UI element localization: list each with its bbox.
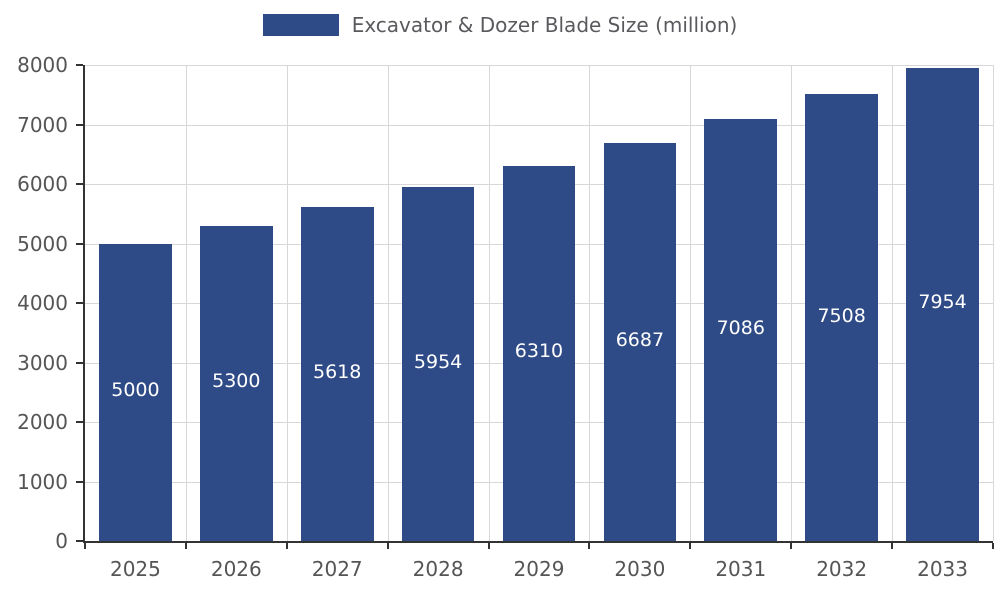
bar <box>200 225 273 541</box>
v-gridline <box>488 65 490 541</box>
legend-swatch <box>262 14 339 36</box>
x-axis-line <box>83 541 993 543</box>
x-tick-mark <box>992 543 994 549</box>
x-axis-tick-label: 2025 <box>109 557 161 581</box>
x-tick-mark <box>386 543 389 549</box>
bar-value-label: 5954 <box>413 350 463 373</box>
x-axis-tick-label: 2030 <box>614 557 666 581</box>
plot-area: 0 1000 2000 3000 4000 5000 6000 7000 8000 5000 202… <box>17 53 994 581</box>
y-tick-mark <box>76 183 83 185</box>
y-axis-tick-label: 7000 <box>17 112 68 137</box>
bar-value-label: 6310 <box>514 340 564 363</box>
y-tick-mark <box>76 242 83 245</box>
x-axis-tick-label: 2032 <box>816 557 868 581</box>
bar <box>603 143 677 541</box>
y-axis-tick-label: 2000 <box>17 410 68 434</box>
y-axis-tick-label: 0 <box>55 529 68 553</box>
h-gridline <box>85 124 993 126</box>
v-gridline <box>791 65 793 541</box>
legend-label: Excavator & Dozer Blade Size (million) <box>351 13 738 37</box>
x-axis-tick-label: 2027 <box>311 557 363 581</box>
x-tick-mark <box>689 543 692 549</box>
bar <box>502 165 576 541</box>
x-axis-tick-label: 2026 <box>210 557 262 581</box>
y-tick-mark <box>76 361 83 364</box>
x-tick-mark <box>588 543 591 549</box>
x-axis-tick-label: 2031 <box>715 557 767 581</box>
bar-value-label: 7954 <box>918 291 967 314</box>
v-gridline <box>286 65 288 541</box>
v-gridline <box>589 65 591 541</box>
y-axis-tick-label: 6000 <box>17 172 68 196</box>
y-axis-tick-label: 4000 <box>17 291 68 315</box>
x-tick-mark <box>285 543 288 549</box>
legend: Excavator & Dozer Blade Size (million) <box>0 13 1000 37</box>
y-tick-mark <box>76 480 83 483</box>
y-tick-mark <box>76 302 83 304</box>
bar <box>906 67 979 541</box>
y-tick-mark <box>76 540 83 542</box>
bar-value-label: 5000 <box>111 379 160 402</box>
y-axis-tick-label: 3000 <box>17 350 68 375</box>
y-tick-mark <box>76 64 83 66</box>
x-tick-mark <box>891 543 894 549</box>
x-axis-tick-label: 2033 <box>917 557 968 581</box>
bar <box>99 243 172 541</box>
bar-value-label: 6687 <box>615 329 665 352</box>
y-axis-tick-label: 8000 <box>17 53 68 77</box>
bar <box>805 94 878 541</box>
bar <box>401 186 475 541</box>
bar-value-label: 7086 <box>716 317 765 340</box>
y-tick-mark <box>76 421 83 423</box>
y-tick-mark <box>76 123 83 126</box>
y-axis-tick-label: 1000 <box>17 469 68 494</box>
x-tick-mark <box>84 543 86 549</box>
v-gridline <box>387 65 389 541</box>
bar-value-label: 7508 <box>817 304 866 327</box>
x-axis-tick-label: 2029 <box>513 557 565 581</box>
bar-value-label: 5618 <box>313 360 362 383</box>
bar-value-label: 5300 <box>212 370 261 393</box>
y-axis-tick-label: 5000 <box>17 231 68 256</box>
x-axis-tick-label: 2028 <box>412 557 464 581</box>
v-gridline <box>993 65 994 541</box>
v-gridline <box>892 65 894 541</box>
bar <box>300 206 374 541</box>
x-tick-mark <box>790 543 793 549</box>
x-tick-mark <box>184 543 187 549</box>
v-gridline <box>185 65 187 541</box>
h-gridline <box>85 65 993 66</box>
bar <box>704 119 778 541</box>
x-tick-mark <box>487 543 490 549</box>
y-axis-line <box>83 65 85 541</box>
v-gridline <box>690 65 692 541</box>
